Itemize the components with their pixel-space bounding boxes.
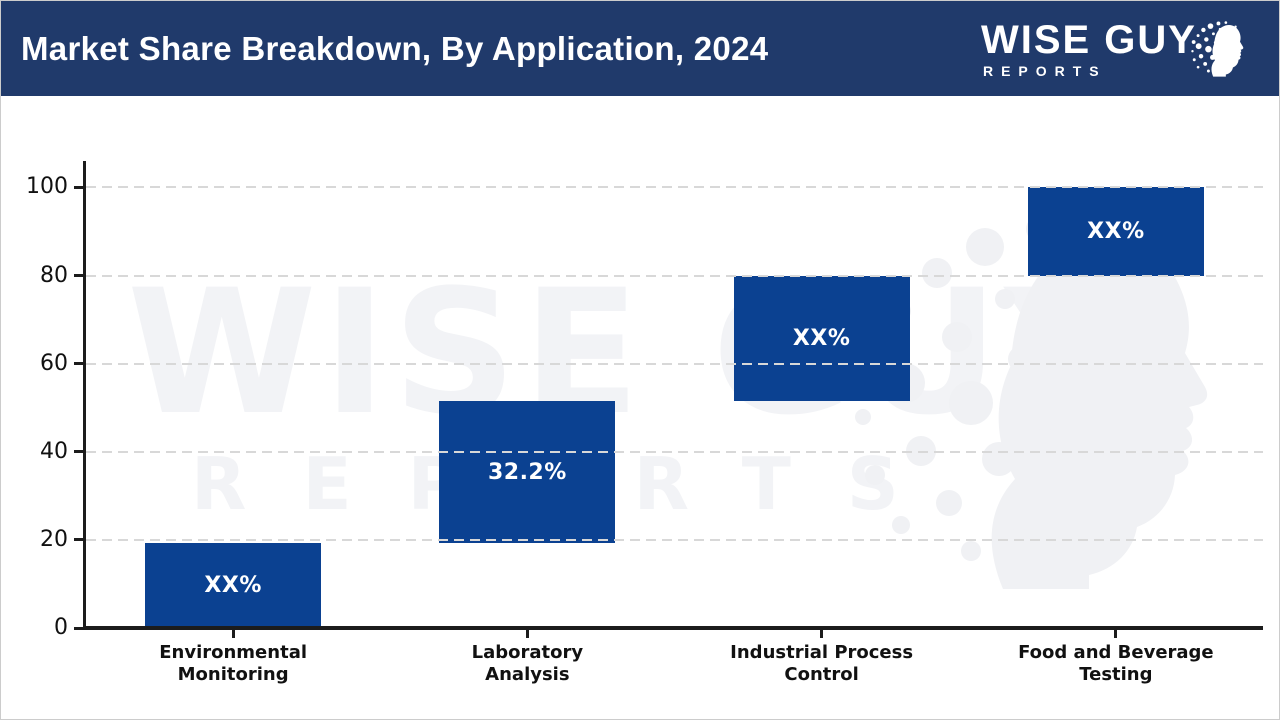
y-tick-label-60: 60 bbox=[40, 350, 68, 376]
category-label: Laboratory Analysis bbox=[471, 642, 584, 685]
category-label: Environmental Monitoring bbox=[159, 642, 308, 685]
x-tick bbox=[231, 630, 235, 638]
gridline-20 bbox=[86, 538, 1263, 541]
y-axis bbox=[83, 161, 86, 630]
page-title: Market Share Breakdown, By Application, … bbox=[21, 29, 769, 67]
x-tick bbox=[820, 630, 824, 638]
y-tick-100 bbox=[74, 185, 83, 189]
x-axis bbox=[83, 626, 1263, 630]
y-tick-label-0: 0 bbox=[54, 615, 68, 640]
bar: XX% bbox=[145, 542, 322, 628]
bar: 32.2% bbox=[439, 401, 616, 543]
y-tick-40 bbox=[74, 450, 83, 454]
bar-value-label: XX% bbox=[1087, 219, 1145, 244]
category-label: Food and Beverage Testing bbox=[1018, 642, 1214, 685]
y-tick-label-100: 100 bbox=[26, 174, 68, 200]
bar: XX% bbox=[733, 275, 910, 402]
x-tick bbox=[525, 630, 529, 638]
gridline-40 bbox=[86, 450, 1263, 453]
category-label: Industrial Process Control bbox=[730, 642, 914, 685]
y-tick-label-40: 40 bbox=[40, 438, 68, 464]
brand-head-icon bbox=[1191, 20, 1244, 77]
bar-value-label: 32.2% bbox=[487, 459, 567, 485]
bar-value-label: XX% bbox=[792, 325, 851, 351]
y-tick-80 bbox=[74, 274, 83, 278]
x-tick bbox=[1114, 630, 1118, 638]
header: Market Share Breakdown, By Application, … bbox=[1, 1, 1279, 96]
brand-logo: WISE GUY REPORTS bbox=[981, 8, 1253, 90]
y-tick-label-20: 20 bbox=[40, 526, 68, 552]
y-tick-60 bbox=[74, 362, 83, 366]
gridline-100 bbox=[86, 186, 1263, 189]
y-tick-20 bbox=[74, 538, 83, 542]
bar: XX% bbox=[1027, 187, 1204, 276]
y-tick-0 bbox=[74, 626, 83, 630]
brand-subtitle: REPORTS bbox=[982, 62, 1107, 79]
brand-text: WISE GUY REPORTS bbox=[981, 20, 1197, 78]
gridline-60 bbox=[86, 362, 1263, 365]
y-tick-label-80: 80 bbox=[40, 262, 68, 288]
plot-area: 0 20 40 60 80 100 XX% Environmental Monitoring 32… bbox=[26, 161, 1263, 685]
brand-name: WISE GUY bbox=[980, 17, 1197, 62]
gridline-80 bbox=[86, 274, 1263, 277]
bar-value-label: XX% bbox=[204, 572, 262, 598]
